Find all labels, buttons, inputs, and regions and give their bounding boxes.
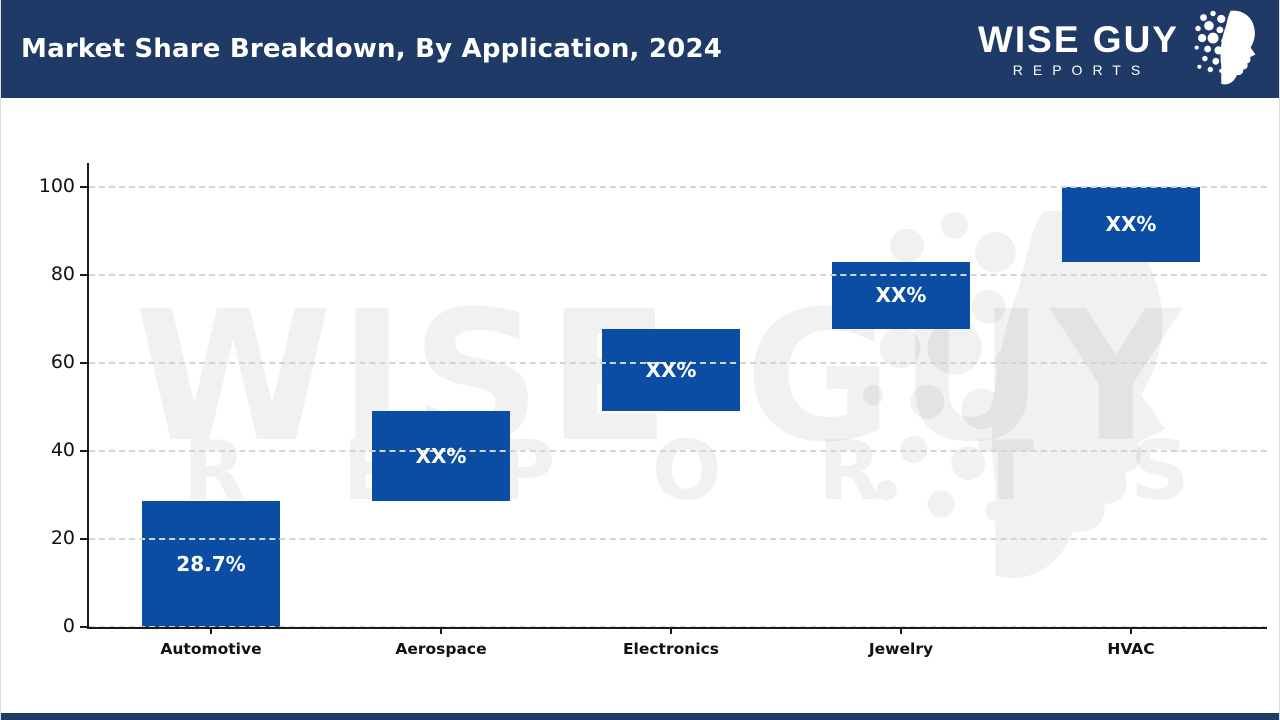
bar-value-label: XX% <box>1105 212 1157 237</box>
brand-name: WISE GUY <box>977 19 1179 60</box>
bar-value-label: XX% <box>875 283 927 308</box>
x-category-label: Aerospace <box>395 640 487 658</box>
y-tick-label: 20 <box>50 527 75 549</box>
gridline-40 <box>89 450 1267 452</box>
gridline-60 <box>89 362 1267 364</box>
x-tick-mark <box>440 627 442 634</box>
y-tick-mark <box>80 362 87 364</box>
y-tick-mark <box>80 274 87 276</box>
y-tick-mark <box>80 186 87 188</box>
bar-electronics <box>602 329 740 411</box>
y-tick-label: 40 <box>50 439 75 461</box>
bar-jewelry <box>832 261 970 330</box>
bar-value-label: XX% <box>415 443 467 468</box>
x-tick-mark <box>1130 627 1132 634</box>
y-tick-label: 60 <box>50 351 75 373</box>
brand-subname: REPORTS <box>1012 62 1151 78</box>
watermark-text-secondary: R E P O R T S <box>183 424 1224 519</box>
x-axis-line <box>87 627 1267 629</box>
x-category-label: HVAC <box>1107 640 1155 658</box>
header-bar: Market Share Breakdown, By Application, … <box>1 0 1279 98</box>
footer-bar <box>1 713 1279 720</box>
brand-logo-text: WISE GUY REPORTS <box>978 21 1179 77</box>
gridline-20 <box>89 538 1267 540</box>
x-tick-mark <box>670 627 672 634</box>
x-tick-mark <box>900 627 902 634</box>
y-tick-mark <box>80 450 87 452</box>
y-axis-line <box>87 163 89 629</box>
x-category-label: Jewelry <box>868 640 934 658</box>
bar-aerospace <box>372 410 510 501</box>
y-tick-mark <box>80 626 87 628</box>
y-tick-label: 0 <box>62 615 75 637</box>
watermark-dotted-head-icon <box>862 210 1166 579</box>
dotted-head-icon <box>1194 10 1256 85</box>
x-category-label: Electronics <box>622 640 720 658</box>
gridline-100 <box>89 186 1267 188</box>
bar-value-label: XX% <box>645 358 697 383</box>
y-tick-mark <box>80 538 87 540</box>
bar-value-label: 28.7% <box>176 551 246 576</box>
x-tick-mark <box>210 627 212 634</box>
y-tick-label: 80 <box>50 263 75 285</box>
brand-logo: WISE GUY REPORTS <box>978 0 1263 98</box>
bar-hvac <box>1062 187 1200 262</box>
x-category-label: Automotive <box>160 640 262 658</box>
bar-automotive <box>142 500 280 627</box>
page-title: Market Share Breakdown, By Application, … <box>21 34 723 64</box>
y-tick-label: 100 <box>38 175 75 197</box>
gridline-80 <box>89 274 1267 276</box>
